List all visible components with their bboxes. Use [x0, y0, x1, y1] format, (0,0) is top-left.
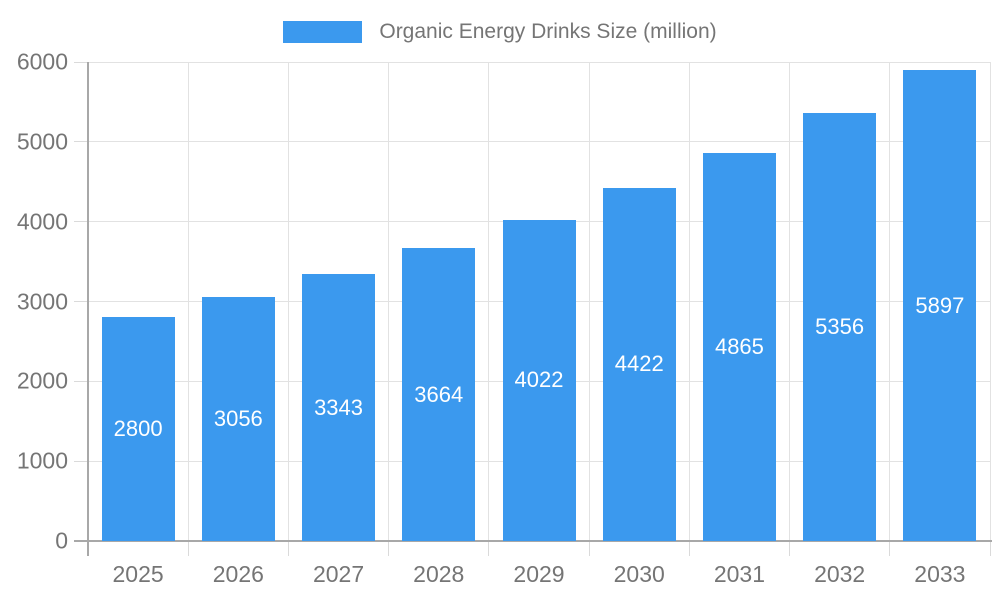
bar — [201, 297, 275, 541]
v-gridline — [187, 62, 189, 541]
bar-value-label: 5356 — [815, 314, 865, 340]
bar-value-label: 4865 — [714, 333, 764, 359]
bar-value-label: 3056 — [213, 406, 263, 431]
x-tick-label: 2030 — [613, 561, 665, 587]
bar — [302, 274, 376, 541]
x-tick-mark — [688, 541, 690, 556]
y-tick-mark — [74, 460, 88, 462]
v-gridline — [488, 62, 490, 541]
legend-swatch — [283, 21, 363, 43]
x-tick-mark — [488, 541, 490, 556]
legend-label: Organic Energy Drinks Size (million) — [379, 20, 717, 43]
x-tick-mark — [789, 541, 791, 556]
y-tick-mark — [74, 141, 88, 143]
y-tick-label: 2000 — [16, 367, 68, 394]
bar — [903, 70, 977, 541]
bar — [101, 317, 175, 541]
x-tick-label: 2028 — [413, 561, 465, 587]
x-tick-label: 2031 — [713, 561, 766, 587]
x-axis-line — [74, 540, 992, 542]
x-tick-label: 2032 — [814, 561, 866, 587]
v-gridline — [989, 62, 991, 541]
x-tick-mark — [889, 541, 891, 556]
v-gridline — [287, 62, 289, 541]
x-tick-mark — [287, 541, 289, 556]
x-tick-label: 2033 — [914, 561, 966, 587]
v-gridline — [388, 62, 390, 541]
h-gridline — [88, 141, 990, 143]
y-tick-label: 4000 — [16, 208, 68, 235]
y-tick-mark — [74, 61, 88, 63]
x-tick-label: 2025 — [112, 561, 164, 587]
x-tick-mark — [388, 541, 390, 556]
bar-value-label: 4422 — [614, 351, 664, 377]
bar — [803, 113, 877, 541]
x-tick-mark — [187, 541, 189, 556]
legend-item[interactable]: Organic Energy Drinks Size (million) — [0, 21, 1000, 43]
y-tick-label: 5000 — [16, 128, 68, 155]
bar — [402, 248, 476, 541]
y-tick-label: 3000 — [16, 288, 68, 314]
bar-value-label: 3343 — [314, 394, 364, 420]
x-tick-mark — [588, 541, 590, 556]
v-gridline — [789, 62, 791, 541]
bar-value-label: 2800 — [113, 416, 163, 442]
x-tick-label: 2026 — [212, 561, 264, 587]
y-tick-mark — [74, 221, 88, 223]
bar — [602, 187, 676, 541]
h-gridline — [88, 61, 990, 63]
bar — [502, 219, 576, 541]
y-tick-mark — [74, 380, 88, 382]
bar — [702, 152, 776, 541]
x-tick-label: 2029 — [513, 561, 565, 587]
y-tick-label: 1000 — [16, 447, 68, 474]
bar-value-label: 3664 — [414, 381, 464, 407]
y-axis-line — [87, 62, 89, 556]
bar-value-label: 5897 — [915, 292, 965, 318]
bar-value-label: 4022 — [514, 367, 564, 393]
v-gridline — [889, 62, 891, 541]
v-gridline — [588, 62, 590, 541]
y-tick-label: 6000 — [16, 48, 68, 75]
x-tick-mark — [989, 541, 991, 556]
y-tick-mark — [74, 301, 88, 302]
x-tick-label: 2027 — [312, 561, 365, 587]
y-tick-label: 0 — [55, 527, 68, 554]
v-gridline — [688, 62, 690, 541]
